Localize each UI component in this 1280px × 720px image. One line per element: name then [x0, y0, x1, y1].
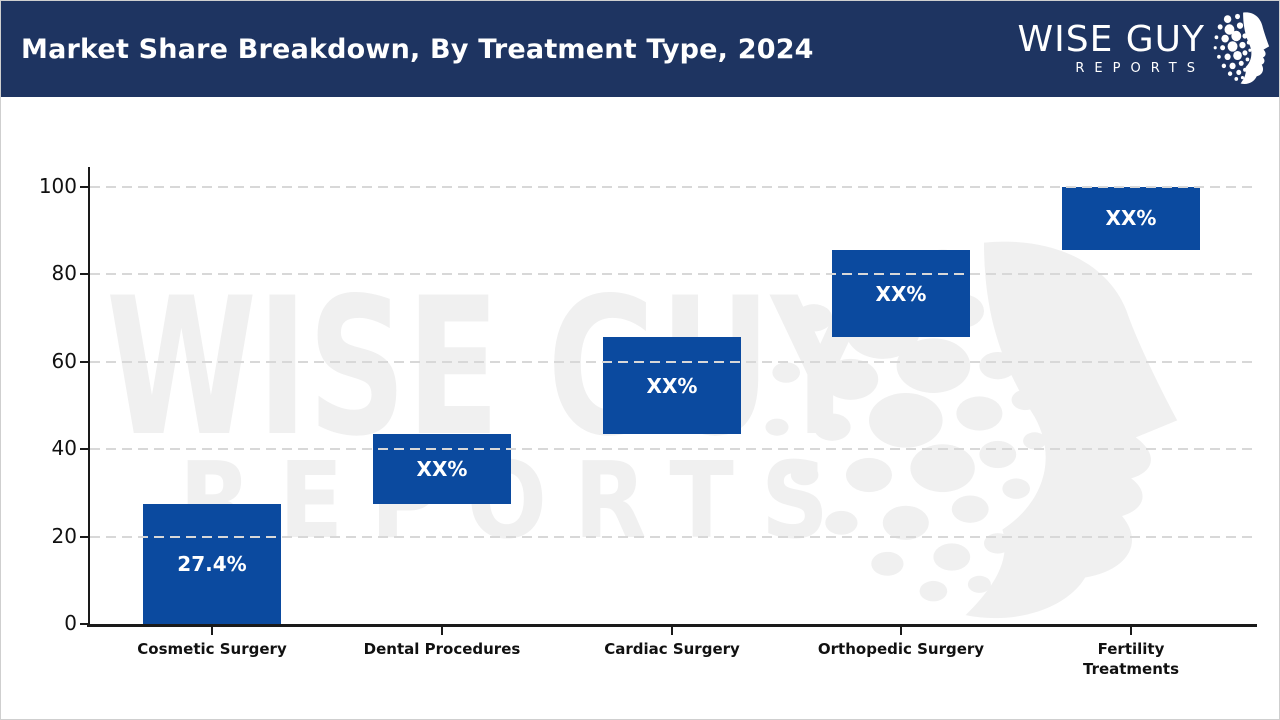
y-tick-label: 100 — [38, 173, 77, 198]
wiseguy-logo: WISE GUY REPORTS — [1018, 10, 1272, 88]
bar-2 — [373, 433, 511, 505]
bar-value-label: XX% — [416, 456, 468, 481]
x-tick-mark — [441, 627, 443, 635]
header: Market Share Breakdown, By Treatment Typ… — [1, 1, 1279, 97]
logo-wordmark: WISE GUY — [1017, 19, 1205, 60]
wiseguy-head-icon — [1213, 12, 1270, 85]
page-title: Market Share Breakdown, By Treatment Typ… — [21, 33, 814, 65]
y-tick-label: 20 — [51, 523, 77, 548]
y-tick-mark — [80, 273, 89, 275]
category-label: Fertility Treatments — [1082, 640, 1180, 679]
category-label: Cardiac Surgery — [604, 640, 740, 658]
x-tick-mark — [1130, 627, 1132, 635]
logo-subtitle: REPORTS — [1075, 61, 1205, 76]
bar-value-label: XX% — [1105, 206, 1157, 231]
y-tick-label: 60 — [51, 348, 77, 373]
x-axis-line — [87, 624, 1257, 627]
watermark-wordmark: WISE GUY — [106, 257, 870, 478]
category-label: Dental Procedures — [363, 640, 521, 658]
bar-3 — [603, 337, 741, 434]
y-tick-mark — [80, 185, 89, 188]
y-tick-mark — [80, 360, 89, 363]
y-tick-label: 40 — [51, 436, 77, 460]
x-tick-mark — [900, 627, 902, 635]
bar-4 — [832, 249, 970, 338]
y-tick-mark — [80, 448, 89, 450]
category-label: Orthopedic Surgery — [817, 640, 985, 658]
x-tick-mark — [211, 627, 213, 635]
y-tick-label: 80 — [51, 261, 77, 285]
y-tick-label: 0 — [64, 611, 77, 635]
logo-text: WISE GUY REPORTS — [1017, 19, 1206, 77]
y-tick-mark — [80, 535, 89, 538]
gridline-20 — [90, 535, 1257, 538]
gridline-40 — [90, 448, 1257, 450]
gridline-60 — [90, 360, 1257, 363]
y-tick-mark — [80, 623, 89, 625]
category-label: Cosmetic Surgery — [137, 640, 287, 658]
x-tick-mark — [671, 627, 673, 635]
bar-value-label: XX% — [875, 281, 927, 306]
bar-value-label: 27.4% — [177, 552, 247, 577]
y-axis-line — [88, 167, 90, 626]
bar-5 — [1062, 186, 1200, 250]
gridline-80 — [90, 273, 1257, 275]
gridline-100 — [90, 185, 1257, 188]
bar-1 — [143, 504, 281, 624]
bar-value-label: XX% — [646, 373, 698, 398]
